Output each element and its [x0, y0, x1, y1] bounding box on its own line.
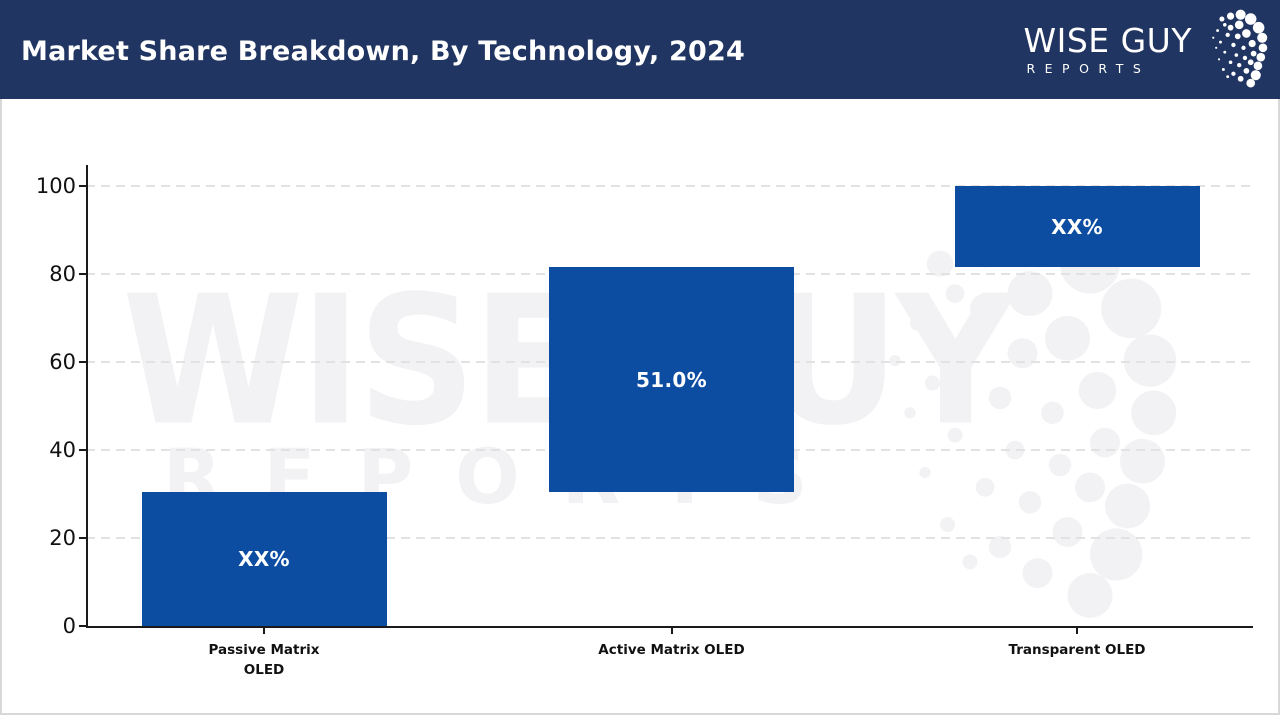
logo-subtitle: REPORTS [1026, 61, 1151, 76]
y-tick-mark [79, 361, 86, 363]
brand-logo: WISE GUY REPORTS [1018, 6, 1268, 94]
bar-value-label: XX% [1051, 214, 1103, 239]
y-tick-label: 0 [62, 614, 76, 638]
x-tick-mark [670, 628, 673, 634]
y-tick-label: 100 [35, 174, 76, 198]
bar-segment: XX% [954, 186, 1200, 268]
x-axis-line [86, 626, 1253, 628]
y-tick-label: 80 [49, 262, 76, 286]
x-category-label: Passive Matrix OLED [208, 642, 320, 679]
y-tick-mark [79, 185, 86, 187]
y-tick-mark [79, 537, 86, 539]
y-tick-mark [79, 449, 86, 451]
y-gridline [86, 185, 1253, 187]
y-tick-mark [79, 273, 86, 275]
x-tick-mark [263, 628, 265, 634]
x-category-label: Active Matrix OLED [598, 642, 745, 658]
y-gridline [86, 537, 1253, 539]
y-axis-line [86, 165, 88, 628]
y-tick-label: 60 [49, 350, 76, 374]
header: Market Share Breakdown, By Technology, 2… [0, 0, 1280, 99]
logo-wordmark: WISE GUY [1023, 21, 1192, 60]
x-tick-mark [1076, 628, 1078, 634]
bar-value-label: XX% [238, 546, 290, 571]
page-title: Market Share Breakdown, By Technology, 2… [21, 36, 746, 67]
y-tick-label: 20 [49, 526, 76, 550]
bar-segment: 51.0% [549, 267, 794, 492]
x-category-label: Transparent OLED [1008, 642, 1146, 658]
y-tick-label: 40 [49, 438, 76, 462]
bar-segment: XX% [141, 491, 387, 626]
y-tick-mark [79, 625, 86, 627]
bar-value-label: 51.0% [636, 367, 707, 392]
